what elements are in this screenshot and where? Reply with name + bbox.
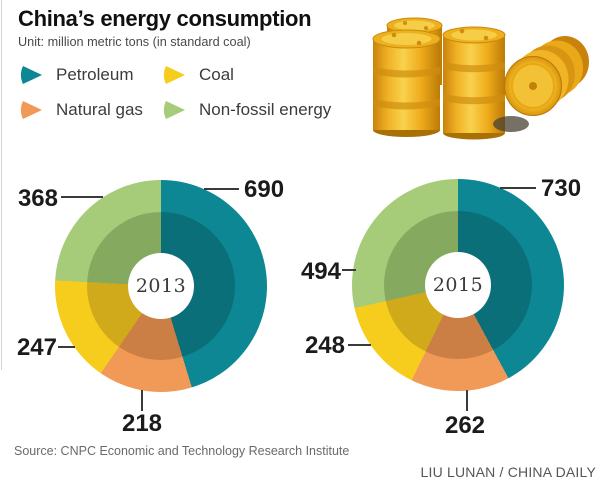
value-label-coal-2015: 248 (304, 332, 345, 359)
barrel-tilted (493, 36, 589, 132)
value-label-non-fossil-2015: 494 (300, 258, 341, 285)
photographer-credit: LIU LUNAN / CHINA DAILY (420, 464, 596, 480)
legend-item-natural-gas: Natural gas (17, 96, 160, 123)
legend-label-non-fossil: Non-fossil energy (199, 99, 332, 119)
petroleum-swatch-icon (20, 65, 42, 84)
donut-chart-2013: 2013 (55, 180, 267, 392)
donut-2013-year-label: 2013 (135, 275, 187, 297)
leader-line-non-fossil-2013 (61, 196, 103, 198)
legend-item-non-fossil: Non-fossil energy (160, 96, 331, 123)
left-edge-rule (1, 0, 2, 370)
header: China’s energy consumption Unit: million… (18, 6, 312, 50)
value-label-natural-gas-2013: 218 (121, 410, 163, 437)
unit-note: Unit: million metric tons (in standard c… (18, 35, 251, 50)
legend: Petroleum Coal Natural gas Non-fossil en… (17, 61, 331, 123)
leader-line-petroleum-2013 (204, 188, 239, 190)
non-fossil-swatch-icon (163, 100, 185, 119)
leader-line-natural-gas-2015 (466, 390, 468, 411)
legend-item-petroleum: Petroleum (17, 61, 160, 88)
oil-barrels-illustration (372, 17, 589, 140)
donut-2013-center: 2013 (128, 253, 194, 319)
leader-line-natural-gas-2013 (141, 390, 143, 411)
coal-swatch-icon (163, 65, 185, 84)
source-note: Source: CNPC Economic and Technology Res… (14, 444, 350, 458)
page-title: China’s energy consumption (18, 6, 312, 31)
value-label-non-fossil-2013: 368 (17, 185, 58, 212)
donut-chart-2015: 2015 (352, 179, 564, 391)
barrel-front-left (372, 29, 441, 137)
natural-gas-swatch-icon (20, 100, 42, 119)
legend-label-coal: Coal (199, 64, 234, 84)
leader-line-coal-2015 (348, 344, 371, 346)
donut-2015-center: 2015 (425, 252, 491, 318)
leader-line-coal-2013 (58, 346, 75, 348)
donut-2015-year-label: 2015 (432, 274, 484, 296)
leader-line-petroleum-2015 (500, 187, 536, 189)
legend-item-coal: Coal (160, 61, 331, 88)
value-label-petroleum-2015: 730 (541, 175, 582, 202)
value-label-petroleum-2013: 690 (244, 176, 285, 203)
value-label-natural-gas-2015: 262 (444, 412, 486, 439)
leader-line-non-fossil-2015 (342, 269, 356, 271)
legend-label-petroleum: Petroleum (56, 64, 134, 84)
barrel-middle (442, 26, 506, 140)
value-label-coal-2013: 247 (16, 334, 57, 361)
legend-label-natural-gas: Natural gas (56, 99, 143, 119)
